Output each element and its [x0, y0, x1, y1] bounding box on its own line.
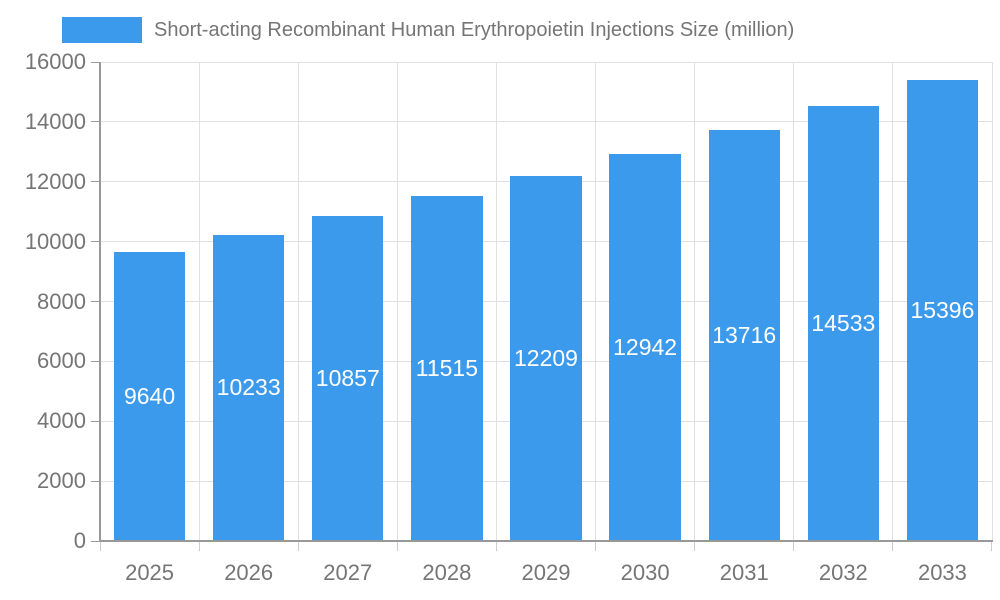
- bar-2032[interactable]: [807, 105, 879, 541]
- y-axis-tick: [91, 540, 99, 542]
- gridline-vertical: [495, 62, 497, 541]
- gridline-vertical: [892, 62, 894, 541]
- y-axis-tick: [91, 181, 99, 183]
- bar-2033[interactable]: [906, 80, 979, 541]
- bar-value-label: 10233: [216, 374, 281, 401]
- x-tick-label: 2031: [719, 560, 769, 585]
- y-axis-tick: [91, 61, 99, 63]
- x-tick-label: 2026: [224, 560, 274, 585]
- bar-2030[interactable]: [609, 153, 681, 541]
- legend-label: Short-acting Recombinant Human Erythropo…: [154, 18, 795, 41]
- bar-value-label: 14533: [811, 309, 876, 336]
- x-tick-label: 2027: [323, 560, 373, 585]
- y-axis-tick: [91, 121, 99, 123]
- gridline-vertical: [991, 62, 993, 541]
- bar-2026[interactable]: [212, 234, 285, 541]
- x-tick-label: 2028: [422, 560, 472, 585]
- x-axis-tick: [297, 542, 299, 551]
- bar-2028[interactable]: [411, 196, 483, 541]
- x-axis-tick: [892, 542, 894, 551]
- gridline-vertical: [793, 62, 795, 541]
- y-axis-tick: [91, 480, 99, 482]
- y-axis-tick: [91, 241, 99, 243]
- bar-2031[interactable]: [708, 130, 780, 541]
- bar-value-label: 9640: [123, 383, 176, 410]
- y-tick-label: 8000: [37, 288, 86, 314]
- y-tick-label: 2000: [37, 468, 86, 494]
- legend-item[interactable]: Short-acting Recombinant Human Erythropo…: [62, 17, 794, 43]
- x-tick-label: 2029: [521, 560, 571, 585]
- gridline-vertical: [595, 62, 597, 541]
- y-axis-tick: [91, 420, 99, 422]
- bar-value-label: 12942: [613, 333, 678, 360]
- bar-2029[interactable]: [510, 175, 582, 541]
- x-tick-label: 2032: [818, 560, 868, 585]
- bar-2027[interactable]: [312, 215, 384, 541]
- bar-value-label: 13716: [712, 322, 777, 349]
- bar-value-label: 15396: [910, 297, 975, 324]
- x-tick-label: 2033: [917, 560, 967, 585]
- x-axis-tick: [396, 542, 398, 551]
- gridline-vertical: [694, 62, 696, 541]
- legend-swatch-icon: [62, 17, 142, 43]
- y-tick-label: 14000: [24, 108, 86, 134]
- x-axis-tick: [198, 542, 200, 551]
- gridline-horizontal: [100, 121, 992, 123]
- x-axis-tick: [793, 542, 795, 551]
- gridline-vertical: [198, 62, 200, 541]
- y-tick-label: 10000: [24, 228, 86, 254]
- gridline-horizontal: [100, 61, 992, 63]
- y-tick-label: 12000: [24, 168, 86, 194]
- y-tick-label: 16000: [24, 49, 86, 74]
- bar-2025[interactable]: [113, 252, 186, 541]
- x-axis-tick: [99, 542, 101, 551]
- bar-value-label: 11515: [415, 355, 479, 382]
- y-axis-tick: [91, 301, 99, 302]
- y-axis-line: [99, 62, 101, 541]
- x-tick-label: 2025: [125, 560, 175, 585]
- bar-value-label: 12209: [514, 344, 578, 371]
- bar-value-label: 10857: [315, 364, 380, 391]
- y-tick-label: 0: [73, 528, 86, 553]
- y-tick-label: 6000: [37, 348, 86, 374]
- y-tick-label: 4000: [37, 408, 86, 434]
- y-axis-tick: [91, 360, 99, 362]
- gridline-vertical: [396, 62, 398, 541]
- x-axis-tick: [595, 542, 597, 551]
- gridline-vertical: [297, 62, 299, 541]
- x-axis-line: [99, 540, 993, 542]
- x-axis-tick: [495, 542, 497, 551]
- x-tick-label: 2030: [620, 560, 670, 585]
- x-axis-tick: [990, 542, 992, 551]
- plot-area: 9640 10233 10857 11515 12209 12942 13716 14533 1…: [91, 61, 993, 551]
- x-axis-tick: [694, 542, 696, 551]
